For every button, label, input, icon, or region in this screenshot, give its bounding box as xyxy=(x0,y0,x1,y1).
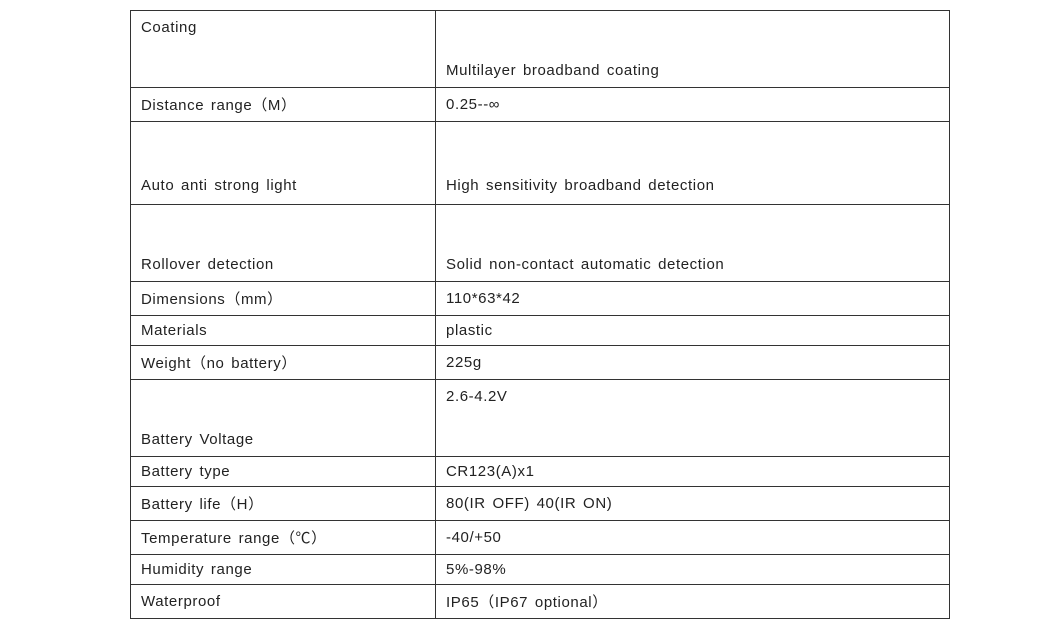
table-row: Battery type CR123(A)x1 xyxy=(131,457,950,487)
spec-value: Solid non-contact automatic detection xyxy=(436,205,950,282)
spec-label: Auto anti strong light xyxy=(131,122,436,205)
table-row: Waterproof IP65（IP67 optional） xyxy=(131,585,950,619)
table-row: Coating Multilayer broadband coating xyxy=(131,11,950,88)
table-row: Auto anti strong light High sensitivity … xyxy=(131,122,950,205)
spec-label: Distance range（M） xyxy=(131,88,436,122)
table-row: Humidity range 5%-98% xyxy=(131,555,950,585)
table-row: Weight（no battery） 225g xyxy=(131,346,950,380)
spec-label: Humidity range xyxy=(131,555,436,585)
table-row: Dimensions（mm） 110*63*42 xyxy=(131,282,950,316)
table-row: Temperature range（℃） -40/+50 xyxy=(131,521,950,555)
spec-label: Coating xyxy=(131,11,436,88)
spec-label: Battery type xyxy=(131,457,436,487)
spec-value: -40/+50 xyxy=(436,521,950,555)
spec-value: plastic xyxy=(436,316,950,346)
table-row: Materials plastic xyxy=(131,316,950,346)
spec-label: Battery life（H） xyxy=(131,487,436,521)
spec-label: Rollover detection xyxy=(131,205,436,282)
spec-label: Weight（no battery） xyxy=(131,346,436,380)
spec-label: Dimensions（mm） xyxy=(131,282,436,316)
spec-label: Temperature range（℃） xyxy=(131,521,436,555)
spec-value: 2.6-4.2V xyxy=(436,380,950,457)
spec-value: 225g xyxy=(436,346,950,380)
spec-value: IP65（IP67 optional） xyxy=(436,585,950,619)
spec-label: Battery Voltage xyxy=(131,380,436,457)
spec-value: High sensitivity broadband detection xyxy=(436,122,950,205)
table-row: Battery life（H） 80(IR OFF) 40(IR ON) xyxy=(131,487,950,521)
spec-value: 0.25--∞ xyxy=(436,88,950,122)
table-row: Rollover detection Solid non-contact aut… xyxy=(131,205,950,282)
spec-value: 80(IR OFF) 40(IR ON) xyxy=(436,487,950,521)
spec-value: 5%-98% xyxy=(436,555,950,585)
spec-value: Multilayer broadband coating xyxy=(436,11,950,88)
table-row: Distance range（M） 0.25--∞ xyxy=(131,88,950,122)
spec-table-container: Coating Multilayer broadband coating Dis… xyxy=(0,0,1060,639)
spec-label: Materials xyxy=(131,316,436,346)
spec-value: 110*63*42 xyxy=(436,282,950,316)
spec-label: Waterproof xyxy=(131,585,436,619)
table-row: Battery Voltage 2.6-4.2V xyxy=(131,380,950,457)
spec-value: CR123(A)x1 xyxy=(436,457,950,487)
spec-table: Coating Multilayer broadband coating Dis… xyxy=(130,10,950,619)
